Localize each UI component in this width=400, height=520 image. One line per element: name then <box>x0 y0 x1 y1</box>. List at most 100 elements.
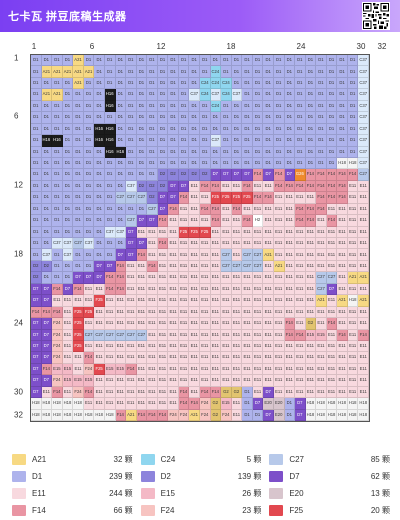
bead-cell: F14 <box>52 306 63 319</box>
bead-cell: D1 <box>231 123 243 136</box>
bead-cell: D7 <box>73 272 84 284</box>
color-legend: A21 32 颗 C24 5 颗 C27 85 颗 D1 239 颗 D2 139 颗 D7 62 颗… <box>12 452 390 517</box>
bead-cell: E11 <box>252 295 264 307</box>
bead-cell: D1 <box>94 203 105 216</box>
bead-cell: E11 <box>263 226 274 238</box>
color-swatch <box>140 487 155 499</box>
bead-cell: F14 <box>115 283 127 296</box>
bead-cell: D1 <box>316 157 327 170</box>
bead-cell: C37 <box>52 238 63 250</box>
bead-cell: D1 <box>178 55 190 67</box>
bead-cell: A21 <box>73 66 84 78</box>
bead-cell: G2 <box>221 386 232 399</box>
bead-cell: F14 <box>115 272 127 284</box>
bead-cell: E11 <box>221 375 232 387</box>
bead-cell: D1 <box>136 55 148 67</box>
bead-cell: D1 <box>62 146 74 158</box>
bead-cell: F14 <box>200 203 211 216</box>
bead-cell: D1 <box>73 249 84 261</box>
col-label: 12 <box>156 42 166 51</box>
legend-count: 66 颗 <box>113 505 133 515</box>
bead-cell: D1 <box>326 135 338 147</box>
bead-cell: E11 <box>189 260 200 273</box>
bead-cell: D1 <box>284 112 296 124</box>
bead-cell: E11 <box>295 192 306 204</box>
bead-cell: F25 <box>94 295 105 307</box>
bead-cell: D1 <box>115 203 127 216</box>
bead-cell: E11 <box>252 352 264 364</box>
bead-cell: E11 <box>347 226 359 238</box>
bead-cell: D1 <box>126 123 137 136</box>
bead-cell: D2 <box>31 260 42 273</box>
bead-cell: F24 <box>200 398 211 410</box>
bead-cell: E11 <box>52 295 63 307</box>
bead-cell: H16 <box>104 100 116 113</box>
bead-cell: F14 <box>263 192 274 204</box>
bead-cell: F25 <box>73 306 84 319</box>
bead-cell: D1 <box>73 192 84 204</box>
bead-cell: E11 <box>263 295 274 307</box>
bead-cell: E11 <box>284 283 296 296</box>
bead-cell: D1 <box>189 77 200 90</box>
bead-cell: E11 <box>168 260 179 273</box>
bead-cell: E11 <box>157 295 169 307</box>
bead-cell: E11 <box>263 272 274 284</box>
bead-cell: E11 <box>189 386 200 399</box>
bead-cell: E11 <box>295 352 306 364</box>
row-ruler: 1 6 12 18 24 30 32 <box>14 53 32 427</box>
bead-cell: E11 <box>104 398 116 410</box>
bead-cell: C27 <box>358 169 369 181</box>
bead-cell: E11 <box>157 318 169 330</box>
bead-cell: D1 <box>136 146 148 158</box>
bead-cell: D7 <box>31 340 42 353</box>
bead-cell: D1 <box>252 100 264 113</box>
legend-code: D7 <box>289 471 300 481</box>
bead-cell: H18 <box>347 398 359 410</box>
bead-cell: D1 <box>326 112 338 124</box>
color-swatch <box>269 504 284 516</box>
bead-cell: D1 <box>231 112 243 124</box>
bead-cell: E11 <box>242 283 253 296</box>
bead-cell: E11 <box>263 318 274 330</box>
row-label: 32 <box>14 410 23 420</box>
legend-count: 32 颗 <box>113 454 133 464</box>
bead-cell: H16 <box>94 123 105 136</box>
bead-cell: D1 <box>73 157 84 170</box>
legend-code: E15 <box>160 488 175 498</box>
bead-cell: D1 <box>263 77 274 90</box>
bead-cell: E11 <box>231 215 243 227</box>
bead-cell: C37 <box>62 249 74 261</box>
bead-cell: D7 <box>115 249 127 261</box>
bead-cell: E11 <box>273 226 285 238</box>
bead-cell: D1 <box>337 146 348 158</box>
bead-cell: E11 <box>115 318 127 330</box>
bead-cell: E11 <box>284 363 296 376</box>
bead-cell: C27 <box>252 249 264 261</box>
bead-cell: E11 <box>358 260 369 273</box>
bead-cell: F25 <box>94 363 105 376</box>
bead-cell: C37 <box>189 89 200 101</box>
bead-cell: F14 <box>41 306 53 319</box>
bead-cell: E11 <box>231 295 243 307</box>
bead-cell: C27 <box>316 272 327 284</box>
bead-cell: E11 <box>295 283 306 296</box>
bead-cell: D1 <box>41 180 53 193</box>
bead-cell: D1 <box>337 123 348 136</box>
legend-item: D2 139 颗 <box>140 469 261 483</box>
bead-cell: E11 <box>231 272 243 284</box>
bead-cell: D1 <box>157 112 169 124</box>
bead-cell: F25 <box>242 192 253 204</box>
bead-cell: D1 <box>252 146 264 158</box>
bead-cell: D1 <box>41 77 53 90</box>
bead-cell: F24 <box>168 409 179 421</box>
bead-cell: E11 <box>337 272 348 284</box>
bead-cell: E11 <box>62 329 74 341</box>
bead-cell: E11 <box>316 318 327 330</box>
bead-cell: F25 <box>189 226 200 238</box>
bead-cell: C24 <box>200 77 211 90</box>
bead-cell: F14 <box>326 318 338 330</box>
bead-cell: E11 <box>157 386 169 399</box>
bead-cell: C37 <box>358 112 369 124</box>
bead-cell: E11 <box>157 272 169 284</box>
bead-cell: D1 <box>242 135 253 147</box>
